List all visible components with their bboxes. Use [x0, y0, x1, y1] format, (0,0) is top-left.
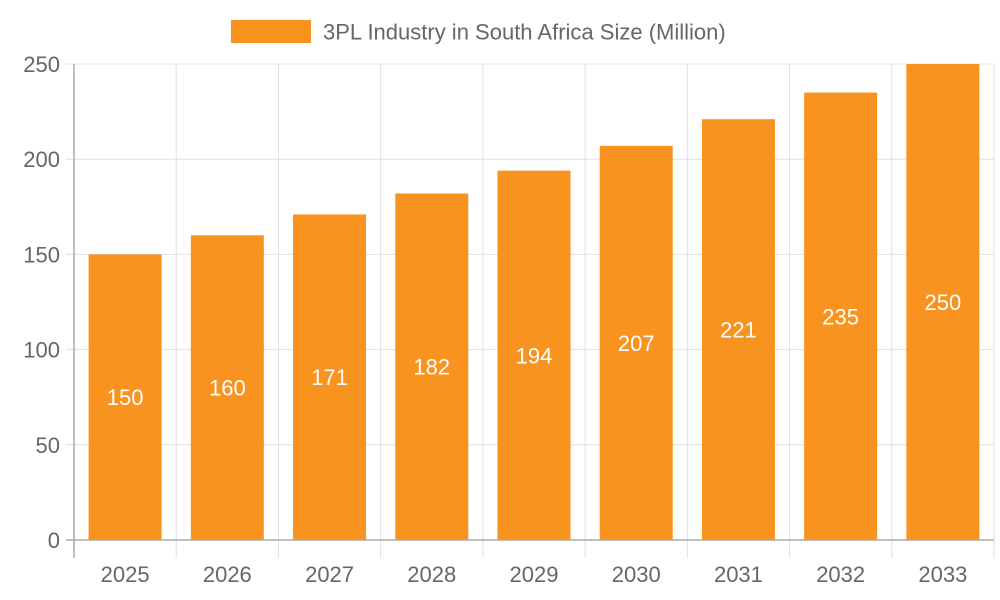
x-tick-label: 2025: [101, 562, 150, 587]
legend: 3PL Industry in South Africa Size (Milli…: [231, 20, 726, 45]
data-label: 221: [720, 318, 757, 343]
bar: [497, 170, 571, 540]
x-tick-label: 2030: [612, 562, 661, 587]
y-tick-label: 100: [23, 338, 60, 363]
data-label: 194: [516, 343, 553, 368]
bar: [190, 235, 264, 541]
data-label: 182: [413, 355, 450, 380]
legend-swatch[interactable]: [231, 20, 311, 43]
bar: [906, 64, 980, 540]
data-label: 207: [618, 331, 655, 356]
y-tick-label: 50: [36, 433, 60, 458]
bars: 150 160 171 182 194 207 221 235 250: [88, 64, 980, 541]
data-label: 150: [107, 385, 144, 410]
legend-label[interactable]: 3PL Industry in South Africa Size (Milli…: [323, 20, 726, 45]
axes: 0 50 100 150 200 250 2025 2026 2027 2028 2029 2030 2…: [23, 52, 994, 587]
bar: [599, 145, 673, 540]
x-tick-label: 2029: [510, 562, 559, 587]
data-label: 235: [822, 304, 859, 329]
data-label: 160: [209, 376, 246, 401]
x-tick-label: 2028: [407, 562, 456, 587]
y-tick-label: 150: [23, 242, 60, 267]
bar: [804, 92, 878, 540]
bar: [395, 193, 469, 541]
y-tick-label: 250: [23, 52, 60, 77]
x-tick-label: 2027: [305, 562, 354, 587]
y-tick-label: 200: [23, 147, 60, 172]
y-tick-label: 0: [48, 528, 60, 553]
x-tick-label: 2031: [714, 562, 763, 587]
bar: [293, 214, 367, 540]
data-label: 250: [925, 290, 962, 315]
x-tick-label: 2026: [203, 562, 252, 587]
x-tick-label: 2032: [816, 562, 865, 587]
data-label: 171: [311, 365, 348, 390]
x-tick-label: 2033: [918, 562, 967, 587]
bar: [88, 254, 162, 540]
grid: [66, 63, 995, 558]
bar: [701, 119, 775, 540]
